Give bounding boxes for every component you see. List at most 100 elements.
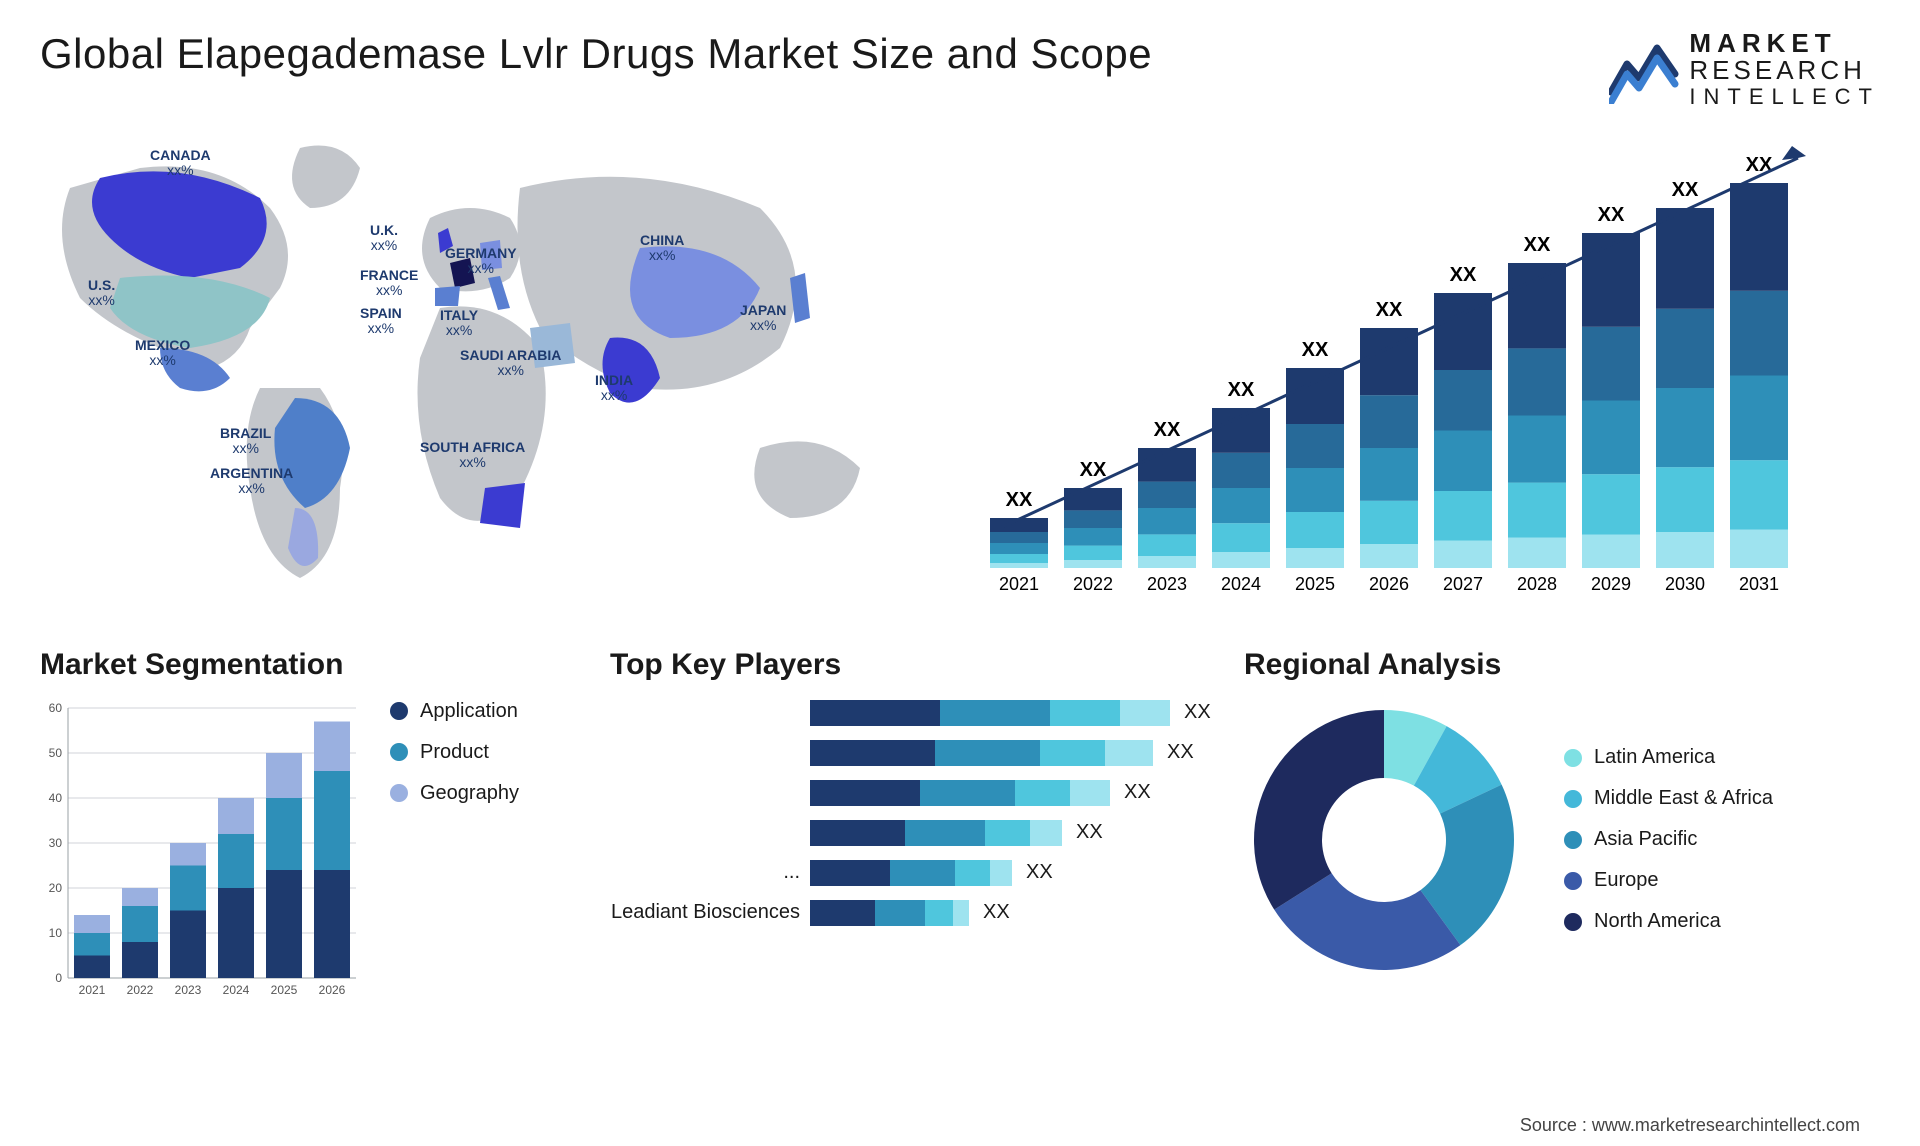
svg-text:2030: 2030: [1665, 574, 1705, 594]
world-map-panel: CANADAxx%U.S.xx%MEXICOxx%BRAZILxx%ARGENT…: [40, 128, 940, 608]
segmentation-legend-item: Geography: [390, 782, 519, 805]
logo-mark-icon: [1609, 34, 1679, 104]
map-label-france: FRANCExx%: [360, 268, 418, 299]
player-bar: [810, 700, 1170, 726]
svg-text:20: 20: [49, 881, 63, 895]
regional-legend-item: North America: [1564, 910, 1773, 933]
regional-panel: Regional Analysis Latin America Middle Ea…: [1244, 648, 1880, 1000]
regional-title: Regional Analysis: [1244, 648, 1880, 682]
player-bar: [810, 820, 1062, 846]
player-row: XX: [610, 700, 1214, 726]
player-row: Leadiant Biosciences XX: [610, 900, 1214, 926]
legend-dot-icon: [390, 702, 408, 720]
player-bar-segment: [1050, 700, 1120, 726]
player-bar-segment: [810, 820, 905, 846]
player-bar-segment: [810, 900, 875, 926]
player-value-label: XX: [983, 901, 1013, 924]
segmentation-legend: Application Product Geography: [390, 700, 519, 805]
svg-text:2025: 2025: [1295, 574, 1335, 594]
regional-legend-item: Asia Pacific: [1564, 828, 1773, 851]
legend-label: Middle East & Africa: [1594, 787, 1773, 810]
svg-text:XX: XX: [1450, 264, 1477, 286]
map-label-canada: CANADAxx%: [150, 148, 211, 179]
player-name-label: Leadiant Biosciences: [610, 901, 810, 924]
legend-label: North America: [1594, 910, 1721, 933]
player-value-label: XX: [1026, 861, 1056, 884]
svg-text:2026: 2026: [1369, 574, 1409, 594]
segmentation-bar-chart: 0102030405060202120222023202420252026: [40, 700, 360, 1000]
svg-text:2026: 2026: [319, 983, 346, 997]
map-label-u.k.: U.K.xx%: [370, 223, 398, 254]
map-label-spain: SPAINxx%: [360, 306, 402, 337]
legend-label: Product: [420, 741, 489, 764]
player-bar-segment: [990, 860, 1012, 886]
svg-text:2025: 2025: [271, 983, 298, 997]
svg-text:XX: XX: [1376, 299, 1403, 321]
player-row: XX: [610, 740, 1214, 766]
segmentation-title: Market Segmentation: [40, 648, 580, 682]
regional-body: Latin America Middle East & Africa Asia Pa…: [1244, 700, 1880, 980]
svg-text:2022: 2022: [127, 983, 154, 997]
svg-text:XX: XX: [1154, 419, 1181, 441]
logo-line3: INTELLECT: [1689, 85, 1880, 108]
player-value-label: XX: [1167, 741, 1197, 764]
player-row: XX: [610, 820, 1214, 846]
legend-dot-icon: [1564, 831, 1582, 849]
player-bar-segment: [953, 900, 969, 926]
player-bar-segment: [925, 900, 953, 926]
segmentation-legend-item: Application: [390, 700, 519, 723]
map-label-brazil: BRAZILxx%: [220, 426, 271, 457]
svg-text:XX: XX: [1228, 379, 1255, 401]
player-bar-segment: [1015, 780, 1070, 806]
regional-donut-chart: [1244, 700, 1524, 980]
svg-text:2023: 2023: [175, 983, 202, 997]
map-label-japan: JAPANxx%: [740, 303, 786, 334]
legend-label: Geography: [420, 782, 519, 805]
svg-text:40: 40: [49, 791, 63, 805]
regional-legend-item: Middle East & Africa: [1564, 787, 1773, 810]
player-bar-segment: [1120, 700, 1170, 726]
legend-dot-icon: [1564, 913, 1582, 931]
svg-text:2021: 2021: [79, 983, 106, 997]
player-bar-segment: [1040, 740, 1105, 766]
page-title: Global Elapegademase Lvlr Drugs Market S…: [40, 30, 1152, 78]
legend-label: Europe: [1594, 869, 1659, 892]
svg-text:XX: XX: [1302, 339, 1329, 361]
player-bar-segment: [810, 700, 940, 726]
player-bar-segment: [890, 860, 955, 886]
svg-text:2021: 2021: [999, 574, 1039, 594]
legend-dot-icon: [390, 743, 408, 761]
regional-legend: Latin America Middle East & Africa Asia Pa…: [1564, 746, 1773, 933]
legend-dot-icon: [1564, 872, 1582, 890]
map-label-china: CHINAxx%: [640, 233, 684, 264]
svg-text:2027: 2027: [1443, 574, 1483, 594]
map-label-argentina: ARGENTINAxx%: [210, 466, 293, 497]
player-bar-segment: [940, 700, 1050, 726]
svg-text:30: 30: [49, 836, 63, 850]
players-title: Top Key Players: [610, 648, 1214, 682]
logo: MARKET RESEARCH INTELLECT: [1609, 30, 1880, 108]
player-row: XX: [610, 780, 1214, 806]
logo-text: MARKET RESEARCH INTELLECT: [1689, 30, 1880, 108]
page: Global Elapegademase Lvlr Drugs Market S…: [0, 0, 1920, 1146]
growth-bar-chart: XX2021XX2022XX2023XX2024XX2025XX2026XX20…: [980, 128, 1810, 598]
segmentation-body: 0102030405060202120222023202420252026 Ap…: [40, 700, 580, 1000]
svg-text:XX: XX: [1080, 459, 1107, 481]
player-bar-segment: [985, 820, 1030, 846]
svg-text:10: 10: [49, 926, 63, 940]
legend-label: Application: [420, 700, 518, 723]
legend-label: Latin America: [1594, 746, 1715, 769]
svg-text:50: 50: [49, 746, 63, 760]
player-bar-segment: [1105, 740, 1153, 766]
player-bar-segment: [1070, 780, 1110, 806]
map-label-mexico: MEXICOxx%: [135, 338, 190, 369]
player-bar-segment: [810, 740, 935, 766]
growth-chart-panel: XX2021XX2022XX2023XX2024XX2025XX2026XX20…: [980, 128, 1880, 608]
regional-legend-item: Latin America: [1564, 746, 1773, 769]
svg-text:2022: 2022: [1073, 574, 1113, 594]
bottom-row: Market Segmentation 01020304050602021202…: [40, 648, 1880, 1000]
player-bar-segment: [935, 740, 1040, 766]
legend-dot-icon: [1564, 790, 1582, 808]
svg-text:2023: 2023: [1147, 574, 1187, 594]
player-bar-segment: [875, 900, 925, 926]
